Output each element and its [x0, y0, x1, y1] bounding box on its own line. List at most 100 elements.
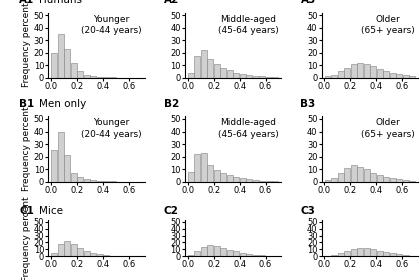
Y-axis label: Frequency percent: Frequency percent — [22, 107, 31, 191]
Bar — [103, 255, 109, 256]
Text: B1: B1 — [19, 99, 35, 109]
Bar — [357, 248, 363, 256]
Text: C2: C2 — [164, 206, 178, 216]
Bar — [389, 253, 396, 256]
Bar — [266, 77, 272, 78]
Bar — [90, 253, 96, 256]
Bar — [402, 180, 409, 182]
Bar — [58, 132, 64, 182]
Bar — [331, 75, 337, 78]
Text: B2: B2 — [164, 99, 179, 109]
Bar — [194, 154, 200, 182]
Bar — [71, 173, 77, 182]
Bar — [370, 66, 376, 78]
Bar — [234, 251, 239, 256]
Bar — [227, 250, 233, 256]
Bar — [389, 178, 396, 182]
Bar — [97, 77, 102, 78]
Bar — [338, 173, 344, 182]
Bar — [71, 63, 77, 78]
Bar — [240, 178, 246, 182]
Bar — [344, 68, 350, 78]
Bar — [273, 77, 278, 78]
Bar — [377, 251, 383, 256]
Bar — [383, 252, 389, 256]
Bar — [188, 73, 194, 78]
Text: A3: A3 — [300, 0, 316, 5]
Bar — [77, 71, 83, 78]
Bar — [84, 251, 89, 256]
Bar — [253, 76, 259, 78]
Y-axis label: Frequency percent: Frequency percent — [22, 196, 31, 280]
Bar — [402, 75, 409, 78]
Bar — [351, 165, 357, 182]
Bar — [220, 173, 226, 182]
Text: B3: B3 — [300, 99, 316, 109]
Bar — [402, 255, 409, 256]
Bar — [370, 249, 376, 256]
Bar — [201, 247, 207, 256]
Bar — [247, 179, 252, 182]
Bar — [207, 59, 213, 78]
Bar — [364, 64, 370, 78]
Bar — [364, 169, 370, 182]
Bar — [214, 170, 220, 182]
Bar — [214, 246, 220, 256]
Bar — [253, 180, 259, 182]
Bar — [396, 179, 402, 182]
Bar — [220, 68, 226, 78]
Bar — [84, 75, 89, 78]
Bar — [247, 75, 252, 78]
Bar — [207, 165, 213, 182]
Bar — [64, 241, 70, 256]
Text: C1: C1 — [19, 206, 34, 216]
Bar — [409, 181, 415, 182]
Bar — [377, 69, 383, 78]
Bar — [194, 251, 200, 256]
Bar — [103, 77, 109, 78]
Bar — [344, 168, 350, 182]
Bar — [58, 244, 64, 256]
Bar — [64, 49, 70, 78]
Bar — [214, 64, 220, 78]
Bar — [207, 245, 213, 256]
Text: Younger
(20-44 years): Younger (20-44 years) — [81, 118, 142, 139]
Bar — [227, 175, 233, 182]
Bar — [357, 167, 363, 182]
Bar — [377, 175, 383, 182]
Text: Middle-aged
(45-64 years): Middle-aged (45-64 years) — [218, 15, 278, 35]
Bar — [253, 255, 259, 256]
Bar — [51, 150, 57, 182]
Bar — [188, 172, 194, 182]
Bar — [227, 70, 233, 78]
Bar — [351, 249, 357, 256]
Bar — [247, 254, 252, 256]
Bar — [331, 255, 337, 256]
Bar — [389, 73, 396, 78]
Bar — [97, 254, 102, 256]
Bar — [409, 76, 415, 78]
Bar — [344, 251, 350, 256]
Y-axis label: Frequency percent: Frequency percent — [22, 3, 31, 87]
Bar — [383, 177, 389, 182]
Bar — [240, 253, 246, 256]
Bar — [331, 178, 337, 182]
Bar — [260, 255, 265, 256]
Bar — [396, 254, 402, 256]
Bar — [325, 76, 331, 78]
Bar — [396, 74, 402, 78]
Bar — [234, 177, 239, 182]
Bar — [220, 248, 226, 256]
Text: Older
(65+ years): Older (65+ years) — [361, 15, 415, 35]
Bar — [266, 181, 272, 182]
Bar — [240, 74, 246, 78]
Text: A1: A1 — [19, 0, 35, 5]
Bar — [364, 248, 370, 256]
Bar — [58, 34, 64, 78]
Bar — [260, 181, 265, 182]
Bar — [338, 71, 344, 78]
Text: Middle-aged
(45-64 years): Middle-aged (45-64 years) — [218, 118, 278, 139]
Bar — [383, 71, 389, 78]
Bar — [201, 50, 207, 78]
Text: Men only: Men only — [39, 99, 86, 109]
